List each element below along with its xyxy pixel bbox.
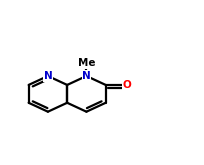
Text: N: N [82, 71, 90, 81]
Text: O: O [122, 80, 131, 90]
Text: Me: Me [77, 58, 95, 68]
Text: N: N [43, 71, 52, 81]
